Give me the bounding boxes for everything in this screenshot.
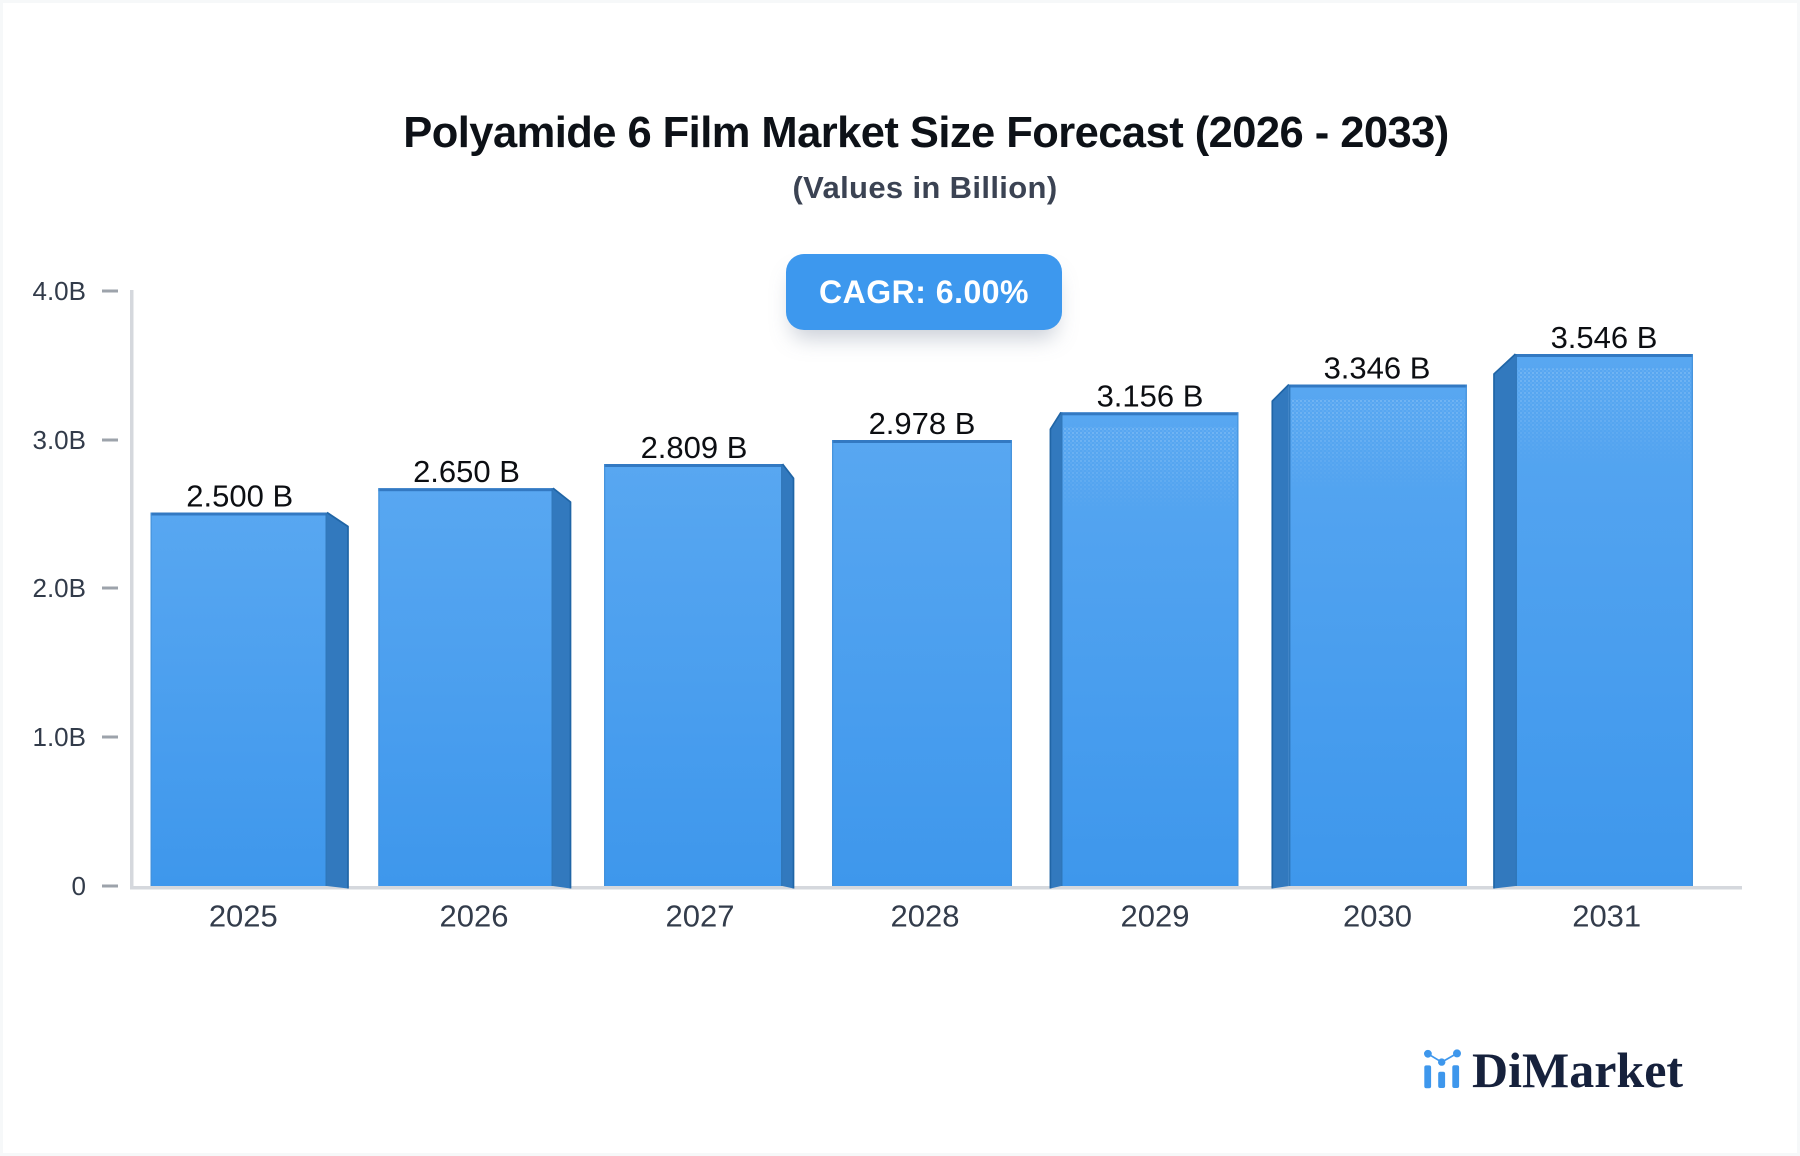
svg-text:2.650 B: 2.650 B bbox=[413, 454, 520, 489]
svg-text:0: 0 bbox=[72, 871, 86, 901]
svg-text:2.0B: 2.0B bbox=[33, 573, 87, 603]
svg-text:3.546 B: 3.546 B bbox=[1551, 320, 1658, 355]
svg-text:1.0B: 1.0B bbox=[33, 722, 87, 752]
svg-text:3.156 B: 3.156 B bbox=[1097, 378, 1204, 413]
svg-text:4.0B: 4.0B bbox=[33, 276, 87, 306]
svg-text:2030: 2030 bbox=[1343, 899, 1412, 934]
svg-text:2025: 2025 bbox=[209, 899, 278, 934]
svg-text:2027: 2027 bbox=[666, 899, 735, 934]
svg-text:2.809 B: 2.809 B bbox=[641, 430, 748, 465]
svg-text:2028: 2028 bbox=[891, 899, 960, 934]
svg-text:2026: 2026 bbox=[440, 899, 509, 934]
svg-text:3.0B: 3.0B bbox=[33, 425, 87, 455]
svg-text:2031: 2031 bbox=[1572, 899, 1641, 934]
svg-text:2.500 B: 2.500 B bbox=[186, 479, 293, 514]
svg-text:2029: 2029 bbox=[1121, 899, 1190, 934]
svg-text:3.346 B: 3.346 B bbox=[1324, 351, 1431, 386]
svg-text:2.978 B: 2.978 B bbox=[869, 406, 976, 441]
